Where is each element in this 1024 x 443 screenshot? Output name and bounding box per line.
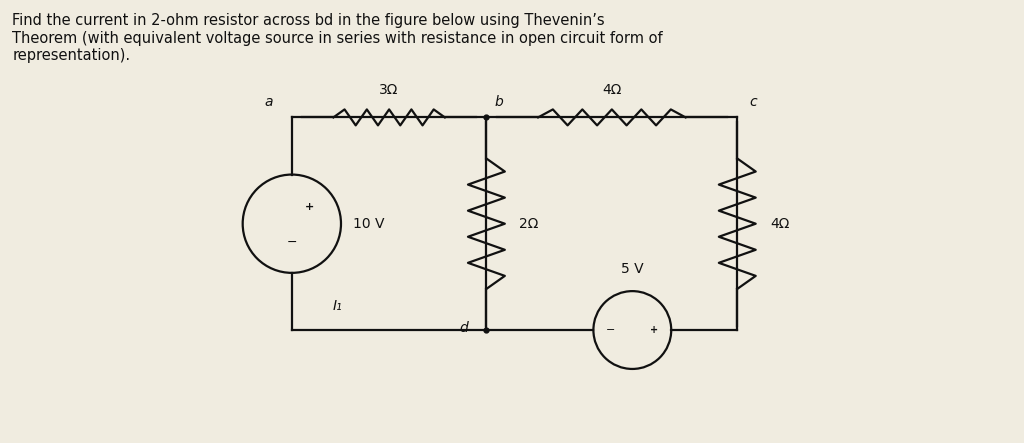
Text: 4Ω: 4Ω [770, 217, 790, 231]
Text: 2Ω: 2Ω [519, 217, 539, 231]
Text: a: a [265, 95, 273, 109]
Text: 10 V: 10 V [353, 217, 385, 231]
Text: −: − [606, 325, 615, 335]
Text: c: c [750, 95, 757, 109]
Text: 4Ω: 4Ω [602, 83, 622, 97]
Text: +: + [304, 202, 313, 211]
Text: 5 V: 5 V [621, 262, 644, 276]
Text: 3Ω: 3Ω [380, 83, 398, 97]
Text: −: − [287, 236, 297, 249]
Text: +: + [649, 325, 657, 335]
Text: d: d [459, 321, 468, 335]
Text: b: b [495, 95, 504, 109]
Text: I₁: I₁ [333, 299, 343, 313]
Text: Find the current in 2-ohm resistor across bd in the figure below using Thevenin’: Find the current in 2-ohm resistor acros… [12, 13, 663, 63]
